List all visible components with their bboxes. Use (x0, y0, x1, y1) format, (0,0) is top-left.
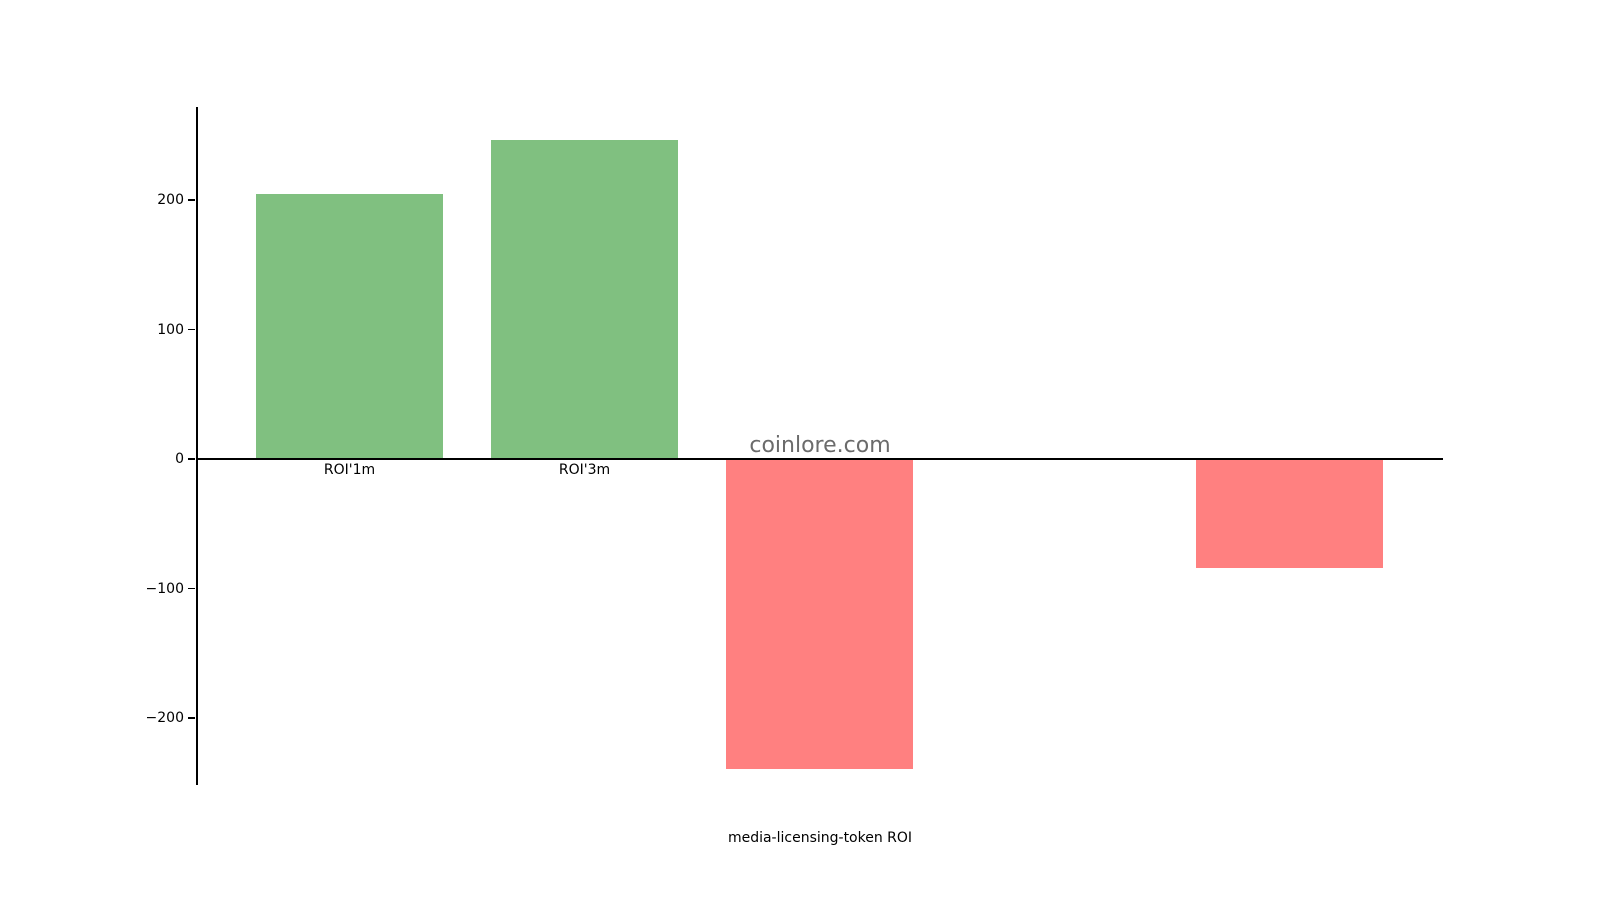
y-tick-label: −100 (145, 580, 184, 597)
bar-ROI'1m (256, 193, 443, 459)
y-tick-mark (188, 328, 195, 331)
watermark-text: coinlore.com (749, 433, 891, 458)
bar-ROI'3m (491, 140, 678, 459)
bar-slot-5 (1196, 459, 1383, 568)
y-tick-label: −200 (145, 710, 184, 726)
x-tick-label: ROI'3m (558, 461, 611, 478)
y-axis-line (196, 107, 198, 785)
y-tick-mark (188, 587, 195, 590)
x-axis-line (196, 458, 1443, 460)
x-tick-label: ROI'1m (323, 461, 376, 478)
y-tick-label: 0 (175, 451, 184, 467)
y-tick-mark (188, 199, 195, 201)
y-tick-mark (188, 717, 195, 719)
y-tick-label: 200 (157, 192, 184, 208)
y-tick-label: 100 (157, 321, 184, 338)
chart-x-axis-title: media-licensing-token ROI (727, 830, 913, 846)
bar-slot-3 (726, 459, 913, 769)
y-tick-mark (188, 458, 195, 460)
